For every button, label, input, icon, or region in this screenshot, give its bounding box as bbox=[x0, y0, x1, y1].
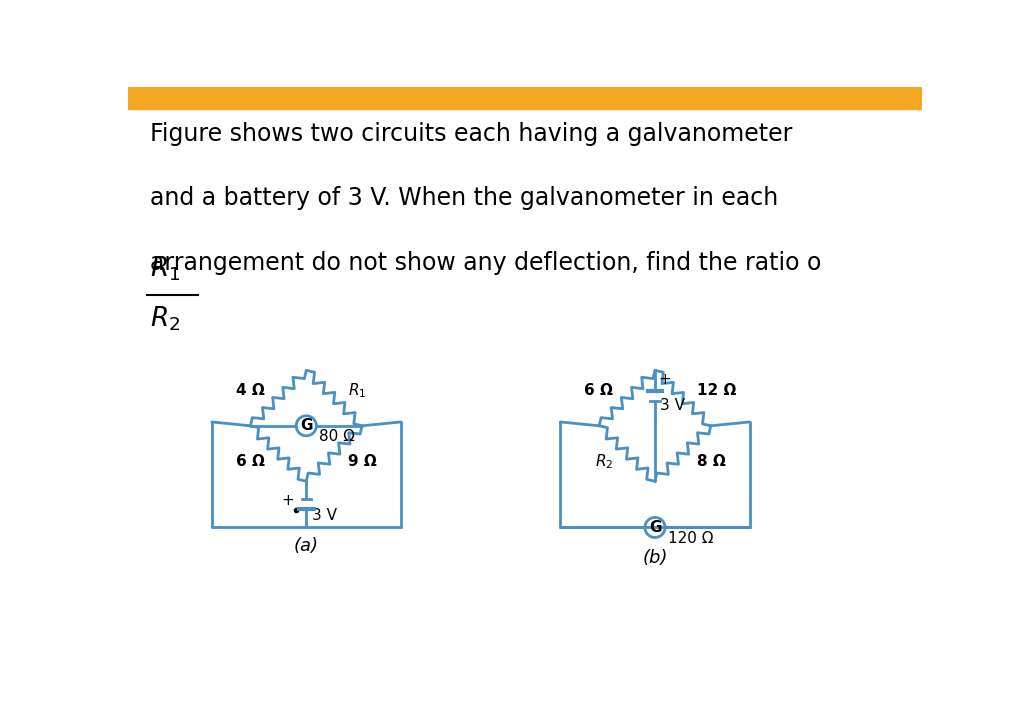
Text: G: G bbox=[649, 520, 662, 535]
Text: 12 Ω: 12 Ω bbox=[697, 383, 736, 398]
Text: +: + bbox=[658, 373, 671, 387]
Text: +: + bbox=[282, 492, 294, 507]
Text: Figure shows two circuits each having a galvanometer: Figure shows two circuits each having a … bbox=[150, 122, 793, 146]
Text: G: G bbox=[300, 418, 312, 434]
Bar bbox=[128, 87, 922, 109]
Text: 6 Ω: 6 Ω bbox=[236, 454, 264, 469]
Text: and a battery of 3 V. When the galvanometer in each: and a battery of 3 V. When the galvanome… bbox=[150, 186, 778, 210]
Text: $R_1$: $R_1$ bbox=[150, 255, 180, 283]
Text: 4 Ω: 4 Ω bbox=[236, 383, 264, 398]
Text: 3 V: 3 V bbox=[311, 508, 337, 523]
Text: 3 V: 3 V bbox=[660, 399, 685, 413]
Text: 8 Ω: 8 Ω bbox=[697, 454, 726, 469]
Text: (a): (a) bbox=[294, 536, 318, 555]
Text: 9 Ω: 9 Ω bbox=[348, 454, 377, 469]
Text: $R_1$: $R_1$ bbox=[348, 381, 367, 399]
Text: 80 Ω: 80 Ω bbox=[319, 429, 355, 444]
Text: arrangement do not show any deflection, find the ratio o: arrangement do not show any deflection, … bbox=[150, 251, 821, 275]
Text: $R_2$: $R_2$ bbox=[595, 452, 613, 471]
Text: 120 Ω: 120 Ω bbox=[669, 531, 714, 545]
Text: 6 Ω: 6 Ω bbox=[585, 383, 613, 398]
Text: $R_2$: $R_2$ bbox=[150, 305, 180, 334]
Text: (b): (b) bbox=[642, 549, 668, 567]
